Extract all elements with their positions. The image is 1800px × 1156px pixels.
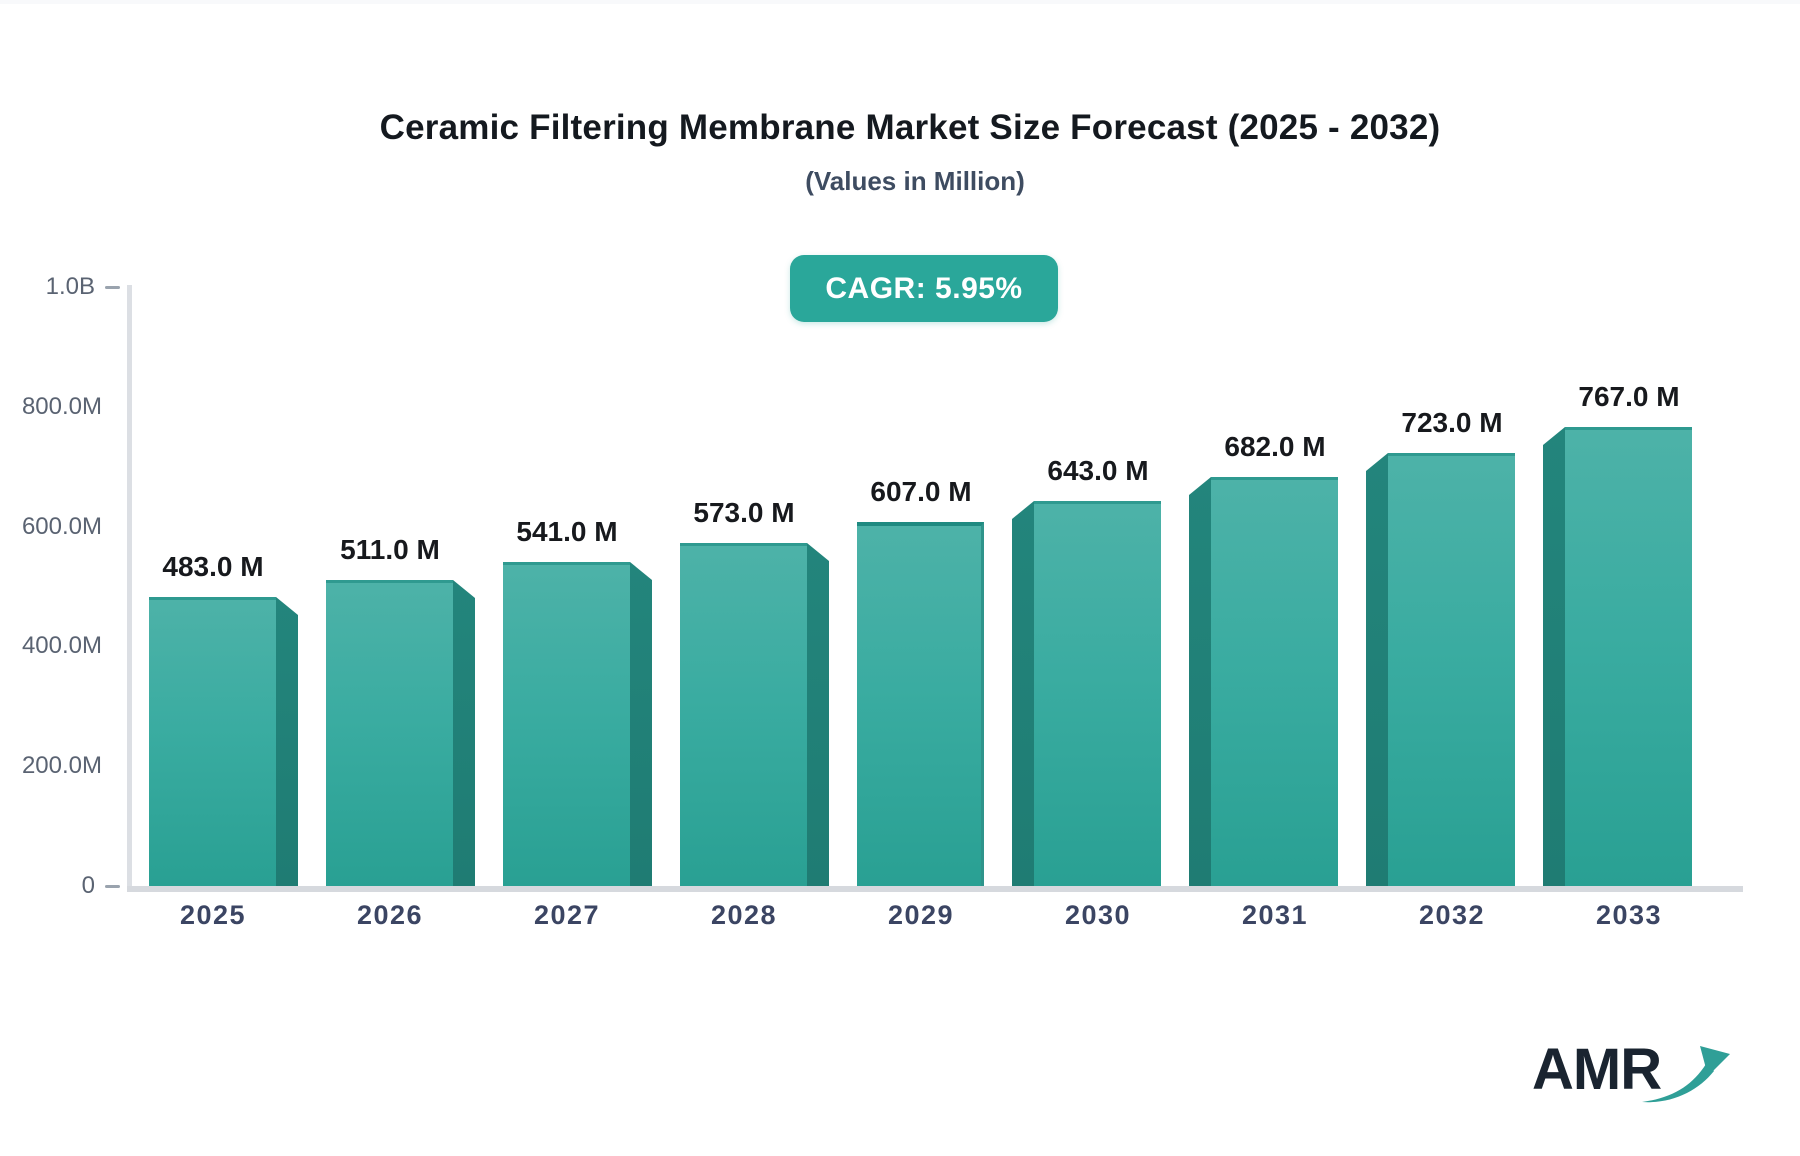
bar-side-face [1012, 501, 1034, 886]
cagr-badge-label: CAGR: 5.95% [825, 271, 1023, 305]
y-tick-label: 1.0B [45, 273, 95, 300]
y-tick-row: 1.0B [0, 273, 120, 301]
x-tick-label: 2033 [1595, 900, 1663, 930]
page-top-border [0, 0, 1800, 4]
x-tick-label: 2026 [356, 900, 424, 930]
bar-2032 [1388, 453, 1515, 886]
x-tick-label: 2030 [1064, 900, 1132, 930]
bar-2026 [326, 580, 453, 886]
bar-2028 [680, 543, 807, 886]
trend-up-arrow-icon [1642, 1046, 1730, 1103]
amr-logo: AMR [1532, 1036, 1730, 1116]
x-tick-label: 2025 [179, 900, 247, 930]
y-tick-row: 600.0M [0, 513, 120, 541]
amr-logo-text: AMR [1532, 1037, 1662, 1102]
x-tick-label: 2027 [533, 900, 601, 930]
bar-2033 [1565, 427, 1692, 886]
bar-value-label: 511.0 M [340, 534, 440, 565]
bar-2031 [1211, 477, 1338, 886]
y-tick-label: 200.0M [21, 752, 102, 779]
bar-value-label: 607.0 M [870, 476, 972, 507]
y-tick-label: 800.0M [21, 393, 102, 420]
y-tick-row: 400.0M [0, 632, 120, 660]
x-tick-label: 2032 [1418, 900, 1486, 930]
y-tick-row: 0 [0, 872, 120, 900]
bar-side-face [453, 580, 475, 886]
bar-value-label: 643.0 M [1047, 455, 1149, 486]
bar-2025 [149, 597, 276, 886]
x-tick-label: 2031 [1241, 900, 1309, 930]
bar-2030 [1034, 501, 1161, 886]
bar-side-face [1366, 453, 1388, 886]
y-tick-label: 400.0M [21, 632, 102, 659]
bar-side-face [276, 597, 298, 886]
bar-value-label: 682.0 M [1224, 431, 1326, 462]
chart-subtitle: (Values in Million) [805, 166, 1025, 196]
x-axis-line [127, 886, 1743, 892]
bar-value-label: 723.0 M [1401, 407, 1503, 438]
bar-side-face [1543, 427, 1565, 886]
x-tick-label: 2028 [710, 900, 778, 930]
cagr-badge: CAGR: 5.95% [790, 255, 1058, 322]
y-tick-label: 0 [81, 872, 95, 899]
y-tick-row: 800.0M [0, 393, 120, 421]
y-tick-row: 200.0M [0, 752, 120, 780]
y-tick-label: 600.0M [21, 513, 102, 540]
x-tick-label: 2029 [887, 900, 955, 930]
chart-title: Ceramic Filtering Membrane Market Size F… [379, 108, 1441, 147]
bar-side-face [807, 543, 829, 886]
bar-value-label: 767.0 M [1578, 381, 1680, 412]
bar-2027 [503, 562, 630, 886]
bar-value-label: 541.0 M [516, 516, 618, 547]
bar-2029 [857, 522, 984, 886]
bar-side-face [630, 562, 652, 886]
y-axis-line [127, 285, 132, 892]
bar-side-face [1189, 477, 1211, 886]
bar-value-label: 483.0 M [162, 551, 264, 582]
y-tick-dash [105, 884, 120, 888]
y-tick-dash [105, 285, 120, 289]
bar-value-label: 573.0 M [693, 497, 795, 528]
